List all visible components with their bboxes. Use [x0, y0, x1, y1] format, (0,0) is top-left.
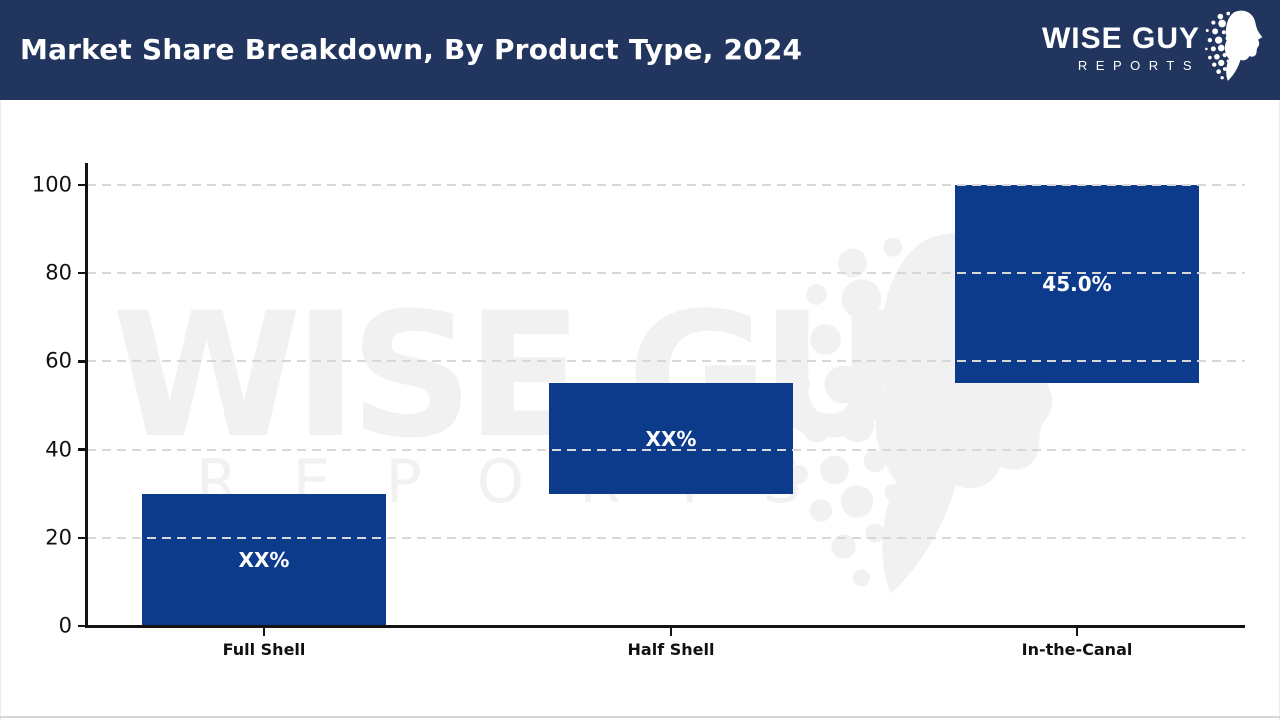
y-axis-line: [84, 163, 88, 628]
x-axis-category-label-0: Full Shell: [222, 640, 306, 659]
gridline-40: [87, 448, 1245, 451]
gridline-80: [87, 272, 1245, 275]
y-axis-tick-40: [78, 448, 87, 451]
bar-value-label-in-the-canal: 45.0%: [1042, 272, 1112, 297]
bar-full-shell: [142, 493, 386, 626]
logo-wordmark: WISE GUY: [1041, 21, 1200, 55]
logo-face-icon: [1202, 7, 1272, 89]
y-axis-tick-label-100: 100: [31, 172, 72, 197]
y-axis-tick-80: [78, 271, 87, 275]
logo-text: WISE GUY REPORTS: [1041, 21, 1200, 73]
y-axis-tick-label-20: 20: [45, 525, 72, 550]
bar-value-label-half-shell: XX%: [645, 426, 697, 451]
y-axis-tick-label-0: 0: [58, 613, 72, 638]
wiseguy-logo: WISE GUY REPORTS: [1042, 7, 1272, 89]
x-axis-tick-2: [1075, 627, 1079, 636]
gridline-100: [87, 184, 1245, 186]
x-axis-category-label-2: In-the-Canal: [1021, 640, 1133, 659]
y-axis-tick-60: [78, 360, 87, 363]
bar-half-shell: [549, 383, 793, 494]
logo-subtitle: REPORTS: [1077, 57, 1200, 73]
y-axis-tick-label-60: 60: [45, 348, 72, 373]
chart-title: Market Share Breakdown, By Product Type,…: [20, 32, 803, 66]
y-axis-tick-0: [78, 624, 87, 628]
bottom-border-line: [0, 716, 1280, 718]
y-axis-tick-label-40: 40: [45, 437, 72, 462]
x-axis-category-label-1: Half Shell: [627, 640, 715, 659]
header-bar: Market Share Breakdown, By Product Type,…: [0, 0, 1280, 100]
y-axis-tick-100: [78, 183, 87, 187]
bar-value-label-full-shell: XX%: [238, 547, 290, 572]
x-axis-line: [87, 624, 1245, 628]
bar-in-the-canal: [955, 185, 1199, 384]
y-axis-tick-20: [78, 536, 87, 540]
gridline-20: [87, 536, 1245, 539]
x-axis-tick-1: [669, 627, 673, 636]
x-axis-tick-0: [262, 627, 266, 636]
y-axis-tick-label-80: 80: [45, 260, 72, 285]
gridline-60: [87, 360, 1245, 363]
